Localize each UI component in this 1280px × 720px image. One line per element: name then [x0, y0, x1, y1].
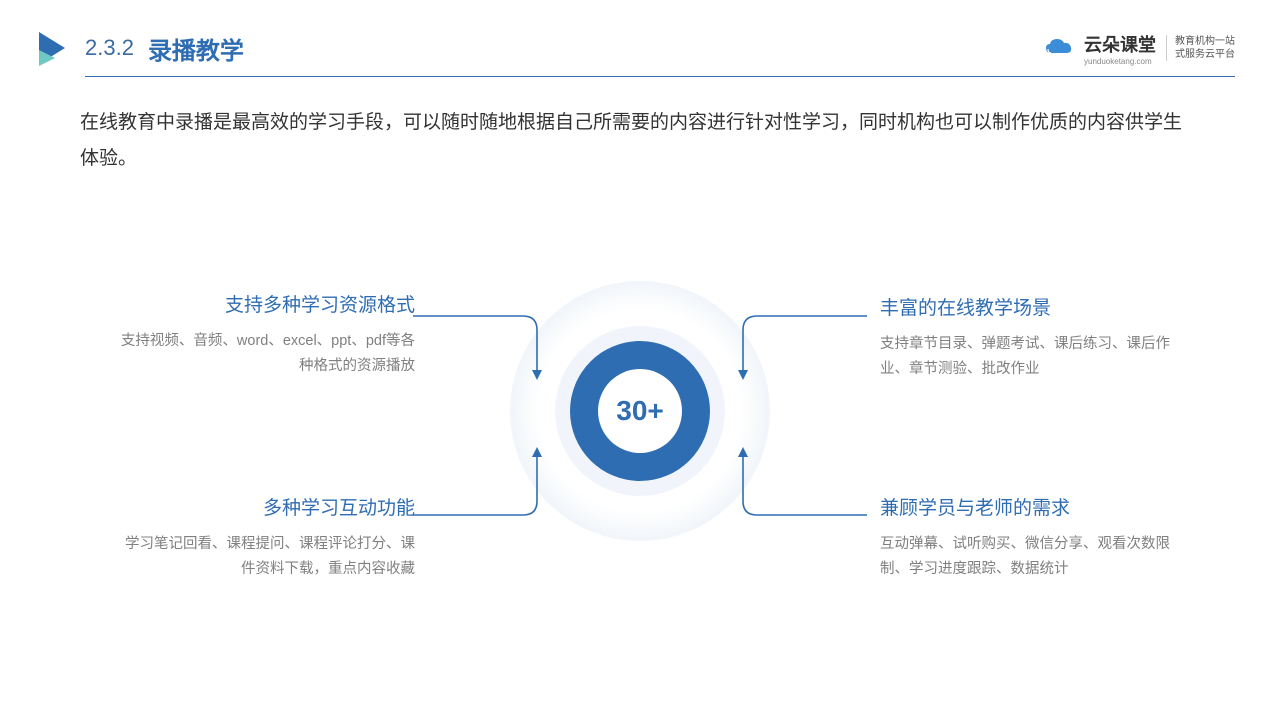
feature-bottom-right: 兼顾学员与老师的需求 互动弹幕、试听购买、微信分享、观看次数限制、学习进度跟踪、… [880, 493, 1180, 581]
feature-bottom-left: 多种学习互动功能 学习笔记回看、课程提问、课程评论打分、课件资料下载，重点内容收… [115, 493, 415, 581]
section-title: 录播教学 [148, 31, 244, 66]
section-number: 2.3.2 [85, 35, 134, 61]
feature-title: 兼顾学员与老师的需求 [880, 493, 1180, 520]
feature-desc: 学习笔记回看、课程提问、课程评论打分、课件资料下载，重点内容收藏 [115, 532, 415, 581]
feature-title: 多种学习互动功能 [115, 493, 415, 520]
feature-diagram: 30+ 支持多种学习资源格式 支持视频、音频、word、excel、ppt、pd… [0, 255, 1280, 675]
feature-desc: 互动弹幕、试听购买、微信分享、观看次数限制、学习进度跟踪、数据统计 [880, 532, 1180, 581]
slide-header: 2.3.2 录播教学 云朵课堂 yunduoketang.com 教育机构一站 … [0, 0, 1280, 66]
feature-title: 丰富的在线教学场景 [880, 293, 1180, 320]
logo-main: 云朵课堂 [1084, 31, 1156, 57]
play-icon [35, 30, 71, 66]
feature-top-right: 丰富的在线教学场景 支持章节目录、弹题考试、课后练习、课后作业、章节测验、批改作… [880, 293, 1180, 381]
title-group: 2.3.2 录播教学 [35, 30, 244, 66]
center-number: 30+ [616, 395, 664, 427]
feature-desc: 支持视频、音频、word、excel、ppt、pdf等各种格式的资源播放 [115, 329, 415, 378]
brand-logo: 云朵课堂 yunduoketang.com 教育机构一站 式服务云平台 [1044, 31, 1235, 66]
feature-desc: 支持章节目录、弹题考试、课后练习、课后作业、章节测验、批改作业 [880, 332, 1180, 381]
logo-tag-line1: 教育机构一站 [1175, 35, 1235, 48]
feature-top-left: 支持多种学习资源格式 支持视频、音频、word、excel、ppt、pdf等各种… [115, 290, 415, 378]
cloud-icon [1044, 37, 1074, 59]
logo-sub: yunduoketang.com [1084, 57, 1156, 66]
logo-tagline: 教育机构一站 式服务云平台 [1166, 35, 1235, 61]
intro-paragraph: 在线教育中录播是最高效的学习手段，可以随时随地根据自己所需要的内容进行针对性学习… [0, 77, 1280, 177]
feature-title: 支持多种学习资源格式 [115, 290, 415, 317]
logo-text: 云朵课堂 yunduoketang.com [1084, 31, 1156, 66]
center-badge: 30+ [510, 281, 770, 541]
logo-tag-line2: 式服务云平台 [1175, 48, 1235, 61]
ring-core: 30+ [598, 369, 682, 453]
